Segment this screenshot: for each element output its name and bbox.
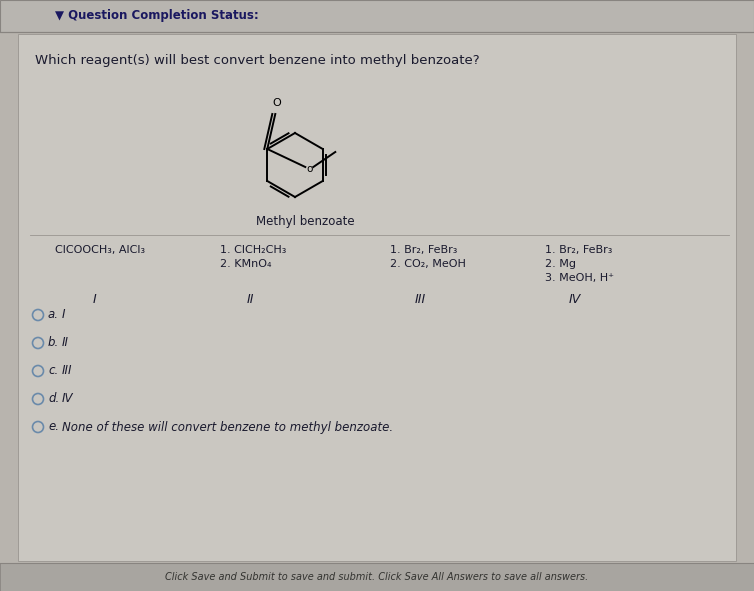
Text: 2. CO₂, MeOH: 2. CO₂, MeOH	[390, 259, 466, 269]
Text: 2. Mg: 2. Mg	[545, 259, 576, 269]
Text: I: I	[62, 309, 66, 322]
Text: II: II	[62, 336, 69, 349]
Bar	[0, 0, 754, 32]
Text: d.: d.	[48, 392, 60, 405]
Text: o: o	[306, 164, 313, 174]
Text: III: III	[415, 293, 425, 306]
Text: Which reagent(s) will best convert benzene into methyl benzoate?: Which reagent(s) will best convert benze…	[35, 54, 480, 67]
Text: O: O	[272, 98, 280, 108]
Text: II: II	[247, 293, 254, 306]
Text: b.: b.	[48, 336, 60, 349]
Text: ClCOOCH₃, AlCl₃: ClCOOCH₃, AlCl₃	[55, 245, 145, 255]
Text: Methyl benzoate: Methyl benzoate	[256, 215, 354, 228]
Text: 1. Br₂, FeBr₃: 1. Br₂, FeBr₃	[390, 245, 458, 255]
Text: e.: e.	[48, 421, 59, 434]
Text: 1. Br₂, FeBr₃: 1. Br₂, FeBr₃	[545, 245, 612, 255]
Text: 2. KMnO₄: 2. KMnO₄	[220, 259, 271, 269]
Text: 1. ClCH₂CH₃: 1. ClCH₂CH₃	[220, 245, 287, 255]
Text: I: I	[93, 293, 97, 306]
Text: IV: IV	[62, 392, 73, 405]
Bar	[0, 563, 754, 591]
Text: IV: IV	[569, 293, 581, 306]
Text: 3. MeOH, H⁺: 3. MeOH, H⁺	[545, 273, 614, 283]
Text: III: III	[62, 365, 72, 378]
Bar	[18, 34, 736, 561]
Text: c.: c.	[48, 365, 58, 378]
Text: ▼ Question Completion Status:: ▼ Question Completion Status:	[55, 9, 259, 22]
Text: a.: a.	[48, 309, 59, 322]
Text: Click Save and Submit to save and submit. Click Save All Answers to save all ans: Click Save and Submit to save and submit…	[165, 572, 589, 582]
Text: None of these will convert benzene to methyl benzoate.: None of these will convert benzene to me…	[62, 421, 393, 434]
